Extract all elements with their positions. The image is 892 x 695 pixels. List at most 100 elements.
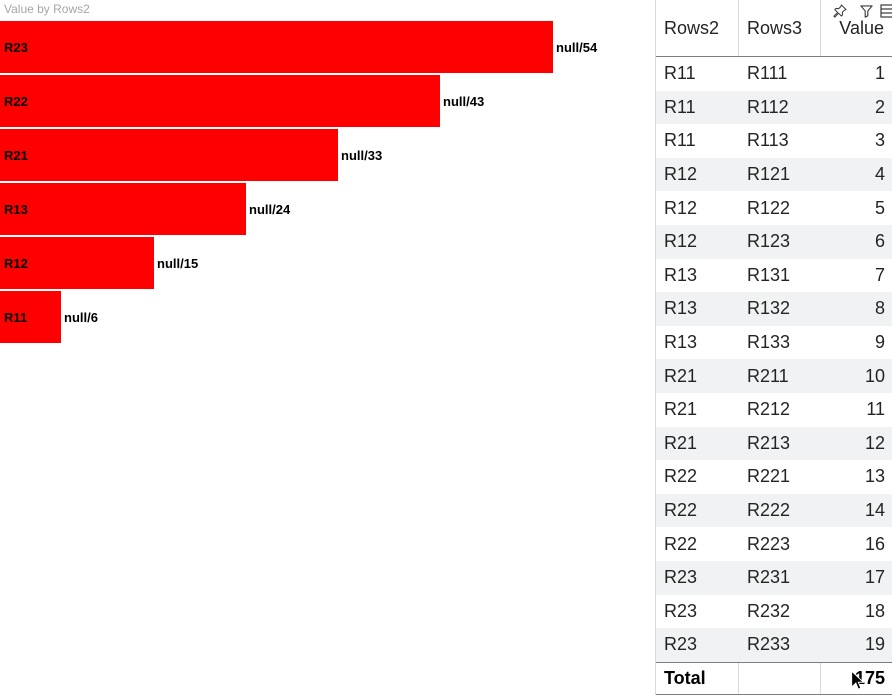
table-row[interactable]: R21 R213 12 xyxy=(656,426,892,461)
table-cell[interactable]: R11 xyxy=(664,130,696,151)
table-cell[interactable]: R113 xyxy=(747,130,789,151)
pin-icon[interactable] xyxy=(832,4,847,24)
table-row[interactable]: R22 R222 14 xyxy=(656,493,892,528)
bar-chart-visual: Value by Rows2 R23 null/54 R22 null/43 R21 nu… xyxy=(0,2,655,345)
table-row[interactable]: R11 R112 2 xyxy=(656,90,892,125)
bar-category-label: R13 xyxy=(4,201,28,217)
table-cell[interactable]: R13 xyxy=(664,264,698,285)
table-row[interactable]: R12 R123 6 xyxy=(656,224,892,259)
table-row[interactable]: R13 R131 7 xyxy=(656,258,892,293)
table-cell[interactable]: R11 xyxy=(664,63,696,84)
table-cell[interactable]: 11 xyxy=(866,399,885,420)
table-cell[interactable]: R231 xyxy=(747,567,791,588)
table-cell[interactable]: R221 xyxy=(747,466,791,487)
table-cell[interactable]: 7 xyxy=(874,264,885,285)
column-header-value[interactable]: Value xyxy=(839,17,884,38)
table-cell[interactable]: R22 xyxy=(664,500,698,521)
bar-row: R22 null/43 xyxy=(0,75,655,127)
table-row[interactable]: R23 R233 19 xyxy=(656,628,892,662)
table-row[interactable]: R23 R232 18 xyxy=(656,594,892,629)
table-cell[interactable]: R11 xyxy=(664,96,696,117)
bar-category-label: R22 xyxy=(4,93,28,109)
table-row[interactable]: R11 R111 1 xyxy=(656,57,892,91)
table-cell[interactable]: R133 xyxy=(747,332,791,353)
table-cell[interactable]: R233 xyxy=(747,634,791,655)
more-options-icon[interactable] xyxy=(880,4,892,24)
bar-row: R11 null/6 xyxy=(0,291,655,343)
table-cell[interactable]: 13 xyxy=(864,466,885,487)
table-body: R11 R111 1 R11 R112 2 R11 R113 3 R12 R121 4 R12 R122 5… xyxy=(656,57,892,662)
table-cell[interactable]: R122 xyxy=(747,197,791,218)
table-cell[interactable]: 1 xyxy=(874,63,885,84)
visual-header-toolbar xyxy=(656,4,892,22)
bar-value-label: null/6 xyxy=(64,309,98,325)
table-cell[interactable]: R23 xyxy=(664,600,698,621)
column-header-rows2[interactable]: Rows2 xyxy=(656,0,739,56)
bar-r23[interactable]: R23 xyxy=(0,21,553,73)
table-cell[interactable]: 3 xyxy=(874,130,885,151)
table-cell[interactable]: 19 xyxy=(864,634,885,655)
bar-category-label: R12 xyxy=(4,255,28,271)
bar-value-label: null/54 xyxy=(556,39,598,55)
table-cell[interactable]: R111 xyxy=(747,63,788,84)
table-row[interactable]: R11 R113 3 xyxy=(656,124,892,158)
bar-r21[interactable]: R21 xyxy=(0,129,338,181)
table-cell[interactable]: R12 xyxy=(664,197,698,218)
table-row[interactable]: R22 R223 16 xyxy=(656,527,892,561)
table-cell[interactable]: 8 xyxy=(874,298,885,319)
bar-row: R13 null/24 xyxy=(0,183,655,235)
table-row[interactable]: R23 R231 17 xyxy=(656,560,892,595)
table-cell[interactable]: 5 xyxy=(874,197,885,218)
bar-list: R23 null/54 R22 null/43 R21 null/33 R13 null/24… xyxy=(0,21,655,345)
table-cell[interactable]: 6 xyxy=(874,231,885,252)
bar-r11[interactable]: R11 xyxy=(0,291,61,343)
table-cell[interactable]: 18 xyxy=(864,600,885,621)
column-header-rows3[interactable]: Rows3 xyxy=(739,0,821,56)
table-cell[interactable]: R112 xyxy=(747,96,789,117)
table-cell[interactable]: R21 xyxy=(664,432,698,453)
table-row[interactable]: R21 R212 11 xyxy=(656,392,892,427)
table-cell[interactable]: R232 xyxy=(747,600,791,621)
table-row[interactable]: R12 R122 5 xyxy=(656,191,892,225)
table-cell[interactable]: 14 xyxy=(864,500,885,521)
table-cell[interactable]: R123 xyxy=(747,231,791,252)
table-cell[interactable]: R12 xyxy=(664,231,698,252)
table-cell[interactable]: R22 xyxy=(664,466,698,487)
total-label: Total xyxy=(656,662,739,694)
table-cell[interactable]: 16 xyxy=(864,533,885,554)
filter-icon[interactable] xyxy=(859,4,874,24)
table-cell[interactable]: R211 xyxy=(747,365,789,386)
table-cell[interactable]: R21 xyxy=(664,399,698,420)
table-cell[interactable]: R22 xyxy=(664,533,698,554)
table-cell[interactable]: R121 xyxy=(747,164,791,185)
table-cell[interactable]: R213 xyxy=(747,432,791,453)
table-cell[interactable]: R12 xyxy=(664,164,698,185)
table-cell[interactable]: 17 xyxy=(864,567,885,588)
bar-value-label: null/33 xyxy=(341,147,383,163)
bar-r13[interactable]: R13 xyxy=(0,183,246,235)
table-cell[interactable]: R21 xyxy=(664,365,698,386)
table-cell[interactable]: 10 xyxy=(864,365,885,386)
table-cell[interactable]: R13 xyxy=(664,332,698,353)
table-cell[interactable]: R132 xyxy=(747,298,791,319)
bar-row: R23 null/54 xyxy=(0,21,655,73)
table-cell[interactable]: 4 xyxy=(874,164,885,185)
table-cell[interactable]: 12 xyxy=(864,432,885,453)
table-row[interactable]: R22 R221 13 xyxy=(656,460,892,494)
bar-value-label: null/43 xyxy=(443,93,485,109)
table-cell[interactable]: R13 xyxy=(664,298,698,319)
table-cell[interactable]: R131 xyxy=(747,264,791,285)
table-row[interactable]: R21 R211 10 xyxy=(656,359,892,393)
table-row[interactable]: R13 R133 9 xyxy=(656,325,892,360)
table-cell[interactable]: R23 xyxy=(664,567,698,588)
table-row[interactable]: R13 R132 8 xyxy=(656,292,892,326)
bar-r12[interactable]: R12 xyxy=(0,237,154,289)
table-cell[interactable]: R212 xyxy=(747,399,791,420)
table-cell[interactable]: 9 xyxy=(874,332,885,353)
bar-r22[interactable]: R22 xyxy=(0,75,440,127)
table-cell[interactable]: 2 xyxy=(874,96,885,117)
table-row[interactable]: R12 R121 4 xyxy=(656,157,892,192)
table-cell[interactable]: R222 xyxy=(747,500,791,521)
table-cell[interactable]: R23 xyxy=(664,634,698,655)
table-cell[interactable]: R223 xyxy=(747,533,791,554)
